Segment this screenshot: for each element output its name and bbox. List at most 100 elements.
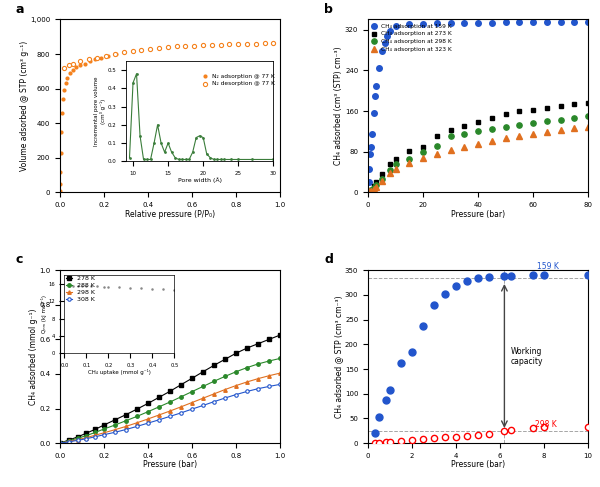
Y-axis label: CH₄ adsorbed (cm³ (STP) cm⁻³): CH₄ adsorbed (cm³ (STP) cm⁻³) [334,47,343,165]
Text: a: a [16,2,25,16]
298 K [254,376,262,382]
298 K [452,434,460,440]
308 K [211,399,218,405]
N₂ adsorption @ 77 K [261,40,268,46]
288 K [145,409,152,414]
298 K [463,433,470,439]
298 K [65,438,73,444]
308 K [254,386,262,392]
CH₄ adsorption at 323 K [433,151,440,157]
159 K [397,360,404,366]
288 K [254,361,262,367]
CH₄ adsorption at 159 K [571,19,578,24]
288 K [221,374,229,379]
N₂ adsorption @ 77 K [81,61,88,67]
CH₄ adsorption at 323 K [447,147,454,153]
N₂ adsorption @ 77 K [252,41,259,47]
Line: 298 K: 298 K [58,372,282,445]
N₂ adsorption @ 77 K [235,41,242,47]
298 K [397,438,404,444]
308 K [178,410,185,416]
N₂ adsorption @ 77 K [182,43,189,49]
308 K [244,389,251,394]
Line: CH₄ adsorption at 298 K: CH₄ adsorption at 298 K [366,113,590,194]
CH₄ adsorption at 298 K [515,122,523,128]
159 K [463,278,470,284]
CH₄ adsorption at 323 K [370,186,377,192]
CH₄ adsorption at 323 K [419,155,427,161]
CH₄ adsorption at 323 K [515,133,523,139]
N₂ desorption @ 77 K [70,61,77,67]
278 K [145,400,152,406]
Legend: 278 K, 288 K, 298 K, 308 K: 278 K, 288 K, 298 K, 308 K [63,273,97,305]
N₂ desorption @ 77 K [155,45,163,51]
CH₄ adsorption at 159 K [584,19,592,24]
CH₄ adsorption at 298 K [392,162,399,168]
CH₄ adsorption at 298 K [461,131,468,137]
288 K [232,369,239,375]
CH₄ adsorption at 273 K [543,105,550,111]
CH₄ adsorption at 323 K [367,188,374,194]
X-axis label: Relative pressure (P/P₀): Relative pressure (P/P₀) [125,209,215,219]
298 K [386,439,394,445]
CH₄ adsorption at 298 K [378,176,385,182]
CH₄ adsorption at 273 K [373,179,380,185]
298 K [221,387,229,393]
288 K [211,378,218,384]
Text: Working
capacity: Working capacity [511,347,544,366]
N₂ adsorption @ 77 K [199,42,206,48]
CH₄ adsorption at 323 K [392,166,399,172]
N₂ adsorption @ 77 K [59,96,67,102]
N₂ adsorption @ 77 K [58,110,65,116]
298 K [475,432,482,438]
CH₄ adsorption at 273 K [502,111,509,116]
278 K [56,440,64,446]
CH₄ adsorption at 159 K [366,166,373,171]
Text: d: d [324,253,333,266]
N₂ desorption @ 77 K [76,58,83,64]
308 K [155,417,163,423]
N₂ adsorption @ 77 K [191,43,198,49]
298 K [265,373,272,379]
N₂ adsorption @ 77 K [92,56,99,62]
308 K [74,437,81,443]
N₂ adsorption @ 77 K [98,55,105,60]
278 K [74,434,81,440]
298 K [188,400,196,406]
Line: 159 K: 159 K [371,271,592,437]
N₂ desorption @ 77 K [208,42,215,48]
N₂ adsorption @ 77 K [73,64,80,70]
N₂ adsorption @ 77 K [69,67,76,73]
CH₄ adsorption at 273 K [433,133,440,139]
CH₄ adsorption at 298 K [419,149,427,155]
288 K [112,422,119,428]
CH₄ adsorption at 323 K [406,160,413,166]
N₂ adsorption @ 77 K [129,48,136,54]
CH₄ adsorption at 159 K [557,19,564,24]
298 K [145,416,152,422]
X-axis label: Pressure (bar): Pressure (bar) [451,460,505,469]
288 K [265,358,272,364]
159 K [541,272,548,278]
298 K [199,395,206,401]
288 K [199,384,206,390]
Line: 288 K: 288 K [58,356,282,445]
308 K [122,427,130,432]
288 K [155,404,163,410]
278 K [244,345,251,351]
CH₄ adsorption at 298 K [584,113,592,119]
CH₄ adsorption at 273 K [475,119,482,125]
N₂ adsorption @ 77 K [57,150,64,155]
N₂ desorption @ 77 K [261,40,268,46]
298 K [508,427,515,433]
278 K [254,341,262,347]
308 K [65,439,73,445]
CH₄ adsorption at 273 K [378,171,385,177]
N₂ adsorption @ 77 K [270,40,277,46]
CH₄ adsorption at 159 K [367,144,374,150]
N₂ desorption @ 77 K [94,55,101,60]
298 K [74,437,81,443]
CH₄ adsorption at 298 K [365,189,373,195]
298 K [485,431,493,437]
CH₄ adsorption at 298 K [475,129,482,134]
